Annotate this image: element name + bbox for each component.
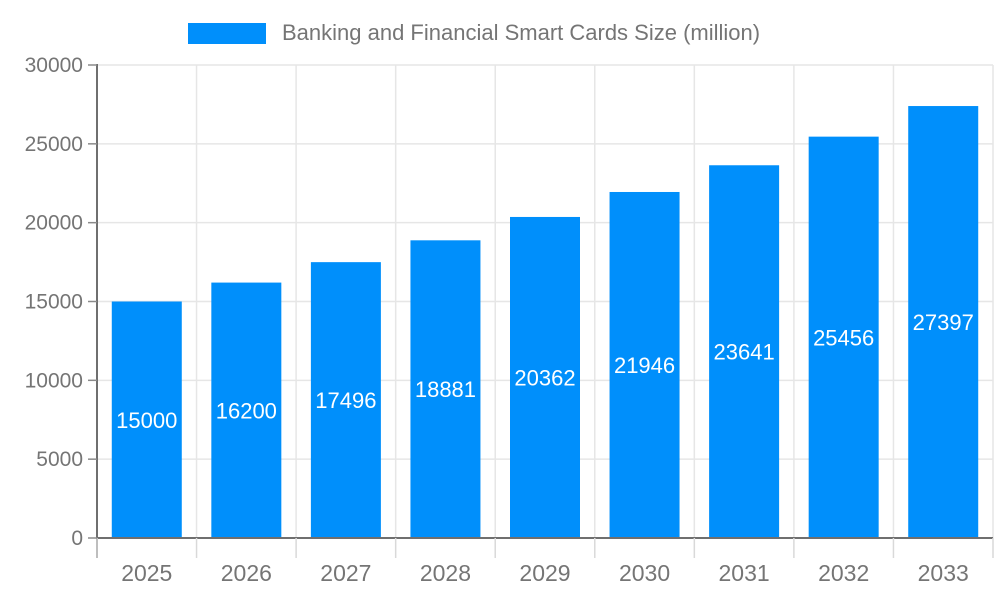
x-axis-label: 2026 — [221, 560, 272, 586]
bar-2028[interactable] — [410, 240, 481, 538]
bar-value-label: 16200 — [216, 398, 277, 423]
legend-label: Banking and Financial Smart Cards Size (… — [282, 20, 761, 45]
legend-marker[interactable] — [188, 22, 266, 44]
x-axis-label: 2029 — [519, 560, 570, 586]
bar-value-label: 23641 — [714, 340, 775, 365]
y-axis-label: 5000 — [36, 448, 83, 471]
bar-value-label: 20362 — [514, 365, 575, 390]
bar-2031[interactable] — [709, 165, 780, 538]
bar-2032[interactable] — [808, 136, 879, 538]
bar-2029[interactable] — [510, 216, 580, 538]
bar-value-label: 25456 — [813, 325, 874, 350]
bar-2030[interactable] — [609, 191, 680, 538]
y-axis-label: 15000 — [25, 291, 83, 314]
bar-value-label: 15000 — [116, 408, 177, 433]
bar-value-label: 27397 — [913, 310, 974, 335]
y-axis-label: 0 — [71, 527, 83, 550]
x-axis-label: 2032 — [818, 560, 869, 586]
bar-value-label: 21946 — [614, 353, 675, 378]
x-axis-label: 2027 — [320, 560, 371, 586]
x-axis-label: 2025 — [121, 560, 172, 586]
bar-2026[interactable] — [211, 282, 282, 538]
legend: Banking and Financial Smart Cards Size (… — [188, 20, 760, 46]
bar-2025[interactable] — [111, 301, 182, 539]
y-axis-label: 20000 — [25, 212, 83, 235]
y-axis-label: 30000 — [25, 54, 83, 77]
x-axis-label: 2033 — [918, 560, 969, 586]
x-axis-label: 2030 — [619, 560, 670, 586]
x-axis-label: 2028 — [420, 560, 471, 586]
y-axis-label: 10000 — [25, 369, 83, 392]
x-axis-label: 2031 — [719, 560, 770, 586]
bar-2033[interactable] — [908, 106, 979, 538]
y-axis-label: 25000 — [25, 133, 83, 156]
bar-2027[interactable] — [310, 262, 381, 538]
bar-value-label: 18881 — [415, 377, 476, 402]
bar-value-label: 17496 — [315, 388, 376, 413]
